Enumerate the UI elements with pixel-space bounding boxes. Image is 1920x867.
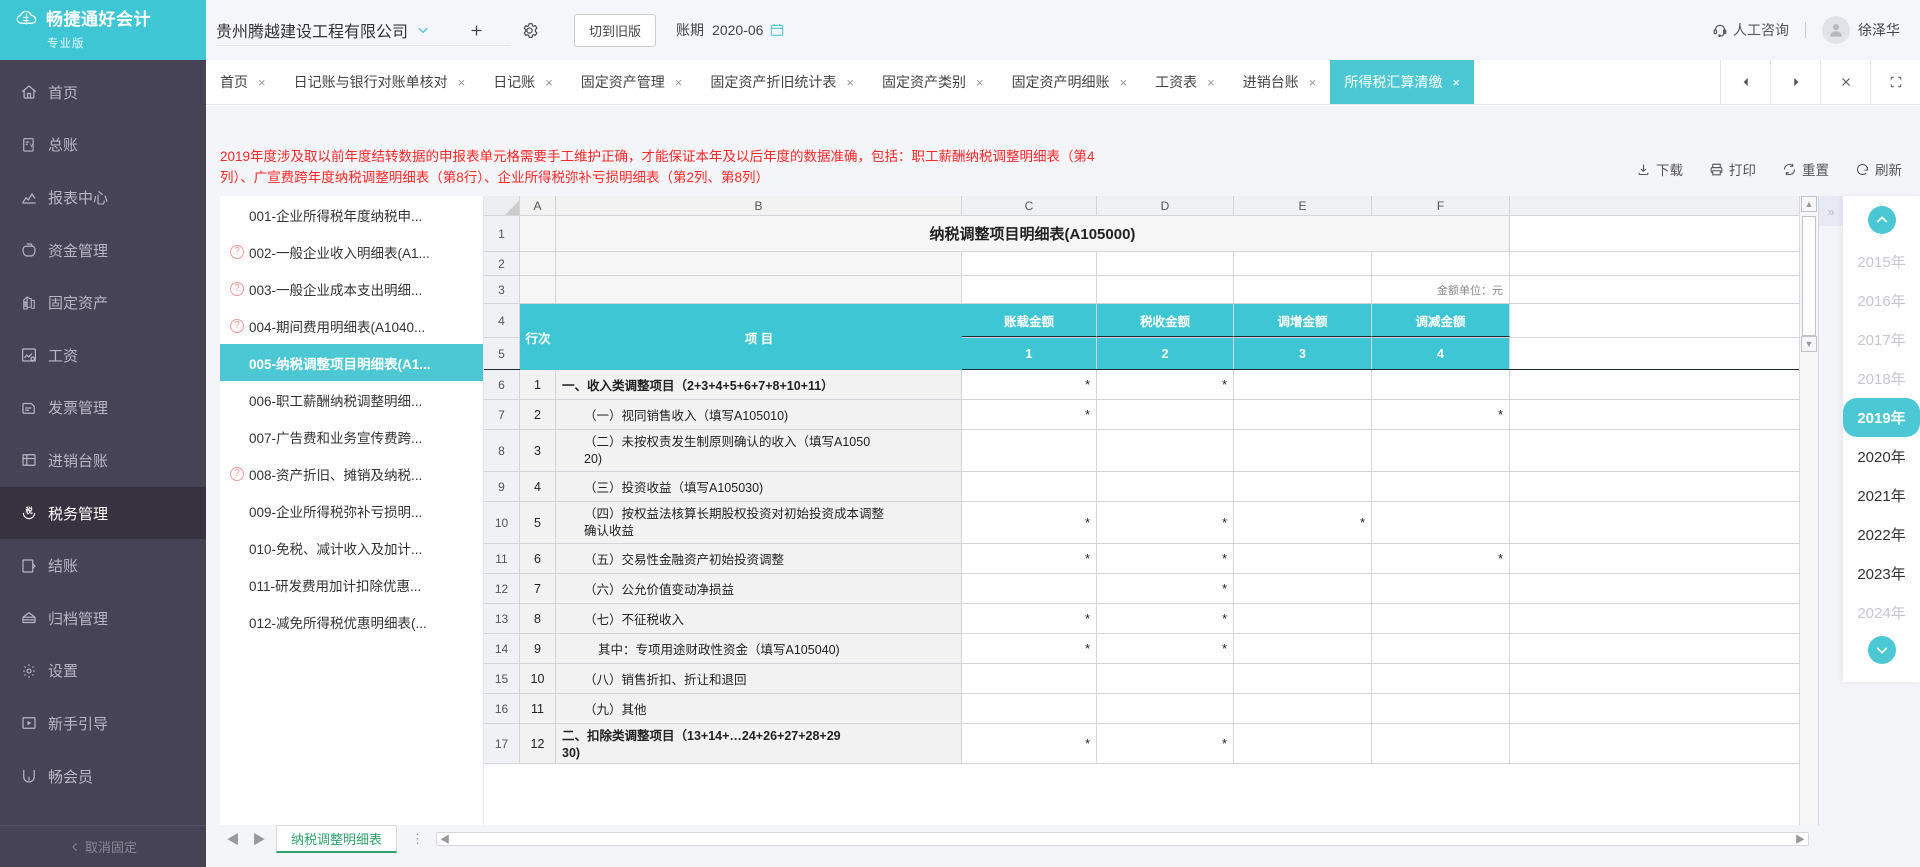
svg-text:税: 税 [25,506,33,515]
